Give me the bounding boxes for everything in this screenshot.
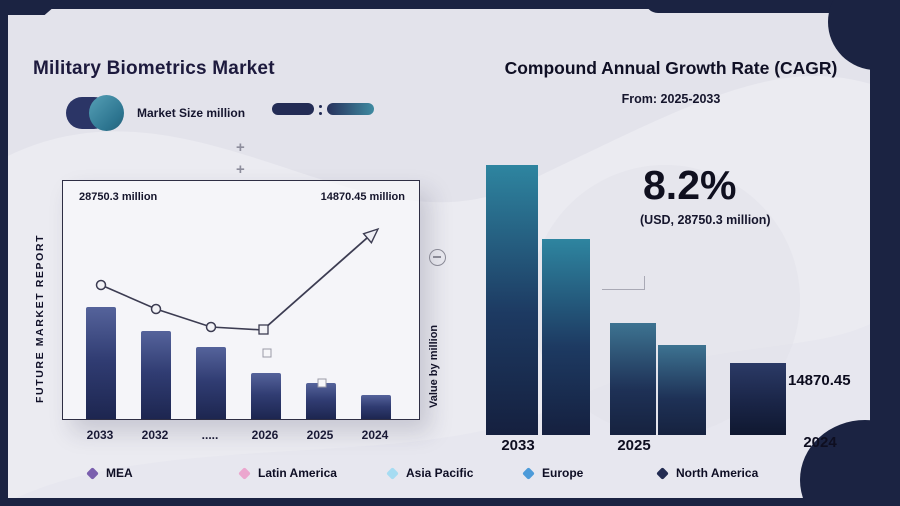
x-axis-label: 2024 xyxy=(361,428,389,442)
circle-minus-icon xyxy=(429,249,446,266)
cylinder-icon xyxy=(66,94,124,132)
market-bar xyxy=(141,331,171,419)
trend-arrow xyxy=(95,227,380,388)
frame-left xyxy=(0,0,8,506)
plus-decor-icon: + xyxy=(236,139,245,156)
x-label-2025: 2025 xyxy=(617,437,651,454)
frame-top xyxy=(0,0,900,9)
cagr-bar xyxy=(542,239,590,435)
pill-separator-dots xyxy=(319,104,322,108)
y-axis-label: Value by million xyxy=(428,324,440,408)
market-bar xyxy=(306,383,336,419)
x-axis-label: 2032 xyxy=(141,428,169,442)
step-line-decor xyxy=(602,276,645,290)
frame-top-left xyxy=(0,0,62,15)
cagr-bar xyxy=(486,165,538,435)
value-label-2024: 14870.45 xyxy=(788,372,851,389)
x-label-2024: 2024 xyxy=(803,434,837,451)
cagr-bar xyxy=(658,345,706,435)
page-title: Military Biometrics Market xyxy=(33,58,275,79)
frame-bottom xyxy=(0,498,900,506)
market-bar xyxy=(86,307,116,419)
cagr-value: 8.2% xyxy=(643,162,737,208)
x-axis-label: ..... xyxy=(201,428,219,442)
market-size-chart: 28750.3 million 14870.45 million xyxy=(62,180,420,420)
cagr-bar xyxy=(730,363,786,435)
x-axis-label: 2026 xyxy=(251,428,279,442)
frame-right xyxy=(870,0,900,506)
x-axis-label: 2033 xyxy=(86,428,114,442)
pill-teal xyxy=(327,103,374,115)
market-bar xyxy=(251,373,281,419)
pill-navy xyxy=(272,103,314,115)
cagr-subtitle: From: 2025-2033 xyxy=(621,92,721,106)
market-x-axis: 2033 2032..... 2026 2025 2024 xyxy=(62,428,420,446)
cylinder-face xyxy=(89,95,124,131)
cagr-title: Compound Annual Growth Rate (CAGR) xyxy=(504,58,838,78)
market-bars xyxy=(63,181,419,419)
cagr-bar xyxy=(610,323,656,435)
market-bar xyxy=(196,347,226,419)
annotation-2033-value: 28750.3 million xyxy=(79,191,158,203)
annotation-2024-value: 14870.45 million xyxy=(320,191,405,203)
cagr-detail: (USD, 28750.3 million) xyxy=(640,213,771,227)
x-axis-label: 2025 xyxy=(306,428,334,442)
plus-decor-icon: + xyxy=(236,161,245,178)
market-size-label: Market Size million xyxy=(137,106,246,120)
scale-pills xyxy=(272,103,374,115)
x-label-2033: 2033 xyxy=(501,437,535,454)
market-size-legend: Market Size million xyxy=(66,94,245,132)
market-bar xyxy=(361,395,391,419)
